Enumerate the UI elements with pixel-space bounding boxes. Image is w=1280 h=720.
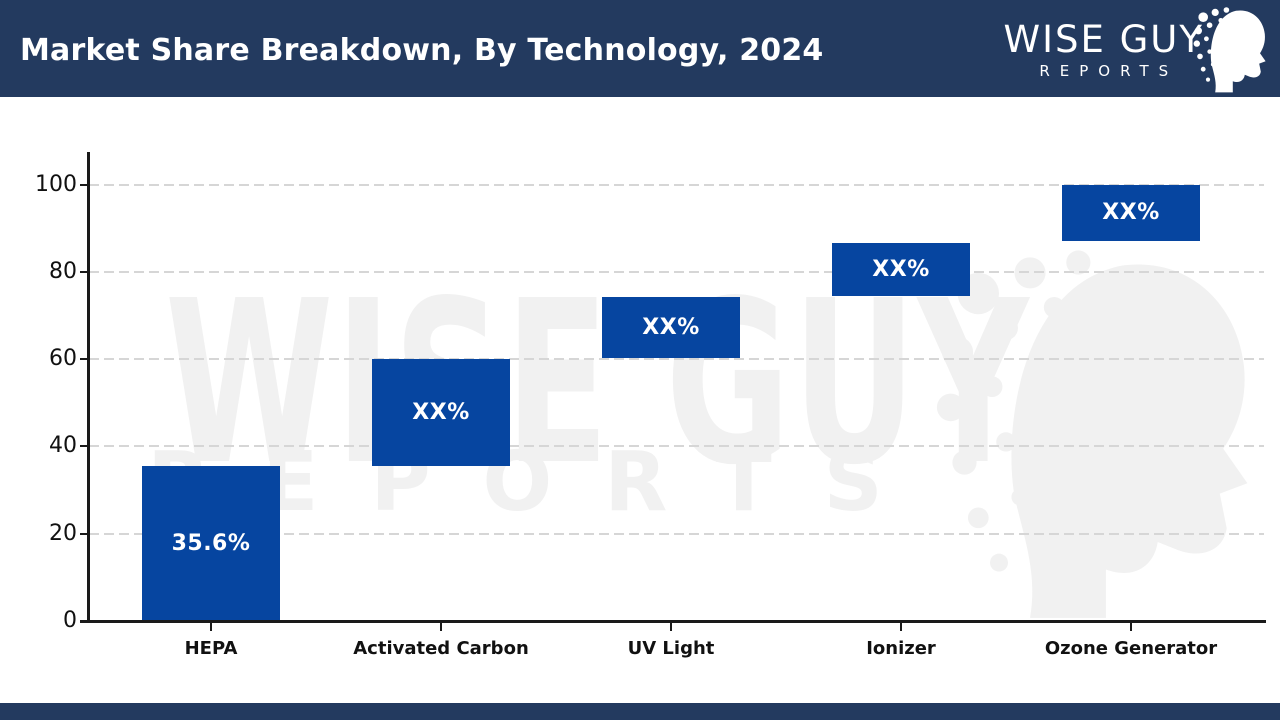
- x-axis-line: [80, 620, 1266, 623]
- header-bar: Market Share Breakdown, By Technology, 2…: [0, 0, 1280, 97]
- y-axis-tick: [80, 358, 89, 361]
- y-axis-tick-label: 40: [49, 433, 77, 459]
- x-axis-label-ionizer: Ionizer: [866, 638, 936, 659]
- y-axis-tick: [80, 620, 89, 622]
- gridline-20: [89, 532, 1264, 535]
- gridline-100: [89, 183, 1264, 186]
- y-axis-spine: [87, 152, 90, 622]
- x-axis-tick: [1130, 623, 1132, 631]
- wiseguy-head-icon: [1193, 7, 1266, 93]
- logo-reports-label: REPORTS: [1039, 61, 1179, 80]
- footer-bar: [0, 703, 1280, 720]
- bar-ionizer: XX%: [832, 243, 970, 296]
- bar-value-label: XX%: [412, 399, 470, 425]
- bar-activated-carbon: XX%: [372, 359, 510, 466]
- bar-value-label: XX%: [1102, 200, 1160, 226]
- bar-uv-light: XX%: [602, 296, 740, 358]
- x-axis-label-ozone-generator: Ozone Generator: [1044, 638, 1218, 659]
- x-axis-label-uv-light: UV Light: [627, 638, 715, 659]
- wiseguy-logo-text: WISE GUY REPORTS: [1003, 17, 1204, 81]
- x-axis-tick: [210, 623, 212, 631]
- page-title: Market Share Breakdown, By Technology, 2…: [20, 33, 824, 68]
- bar-hepa: 35.6%: [142, 465, 280, 621]
- x-axis-label-hepa: HEPA: [184, 638, 238, 659]
- y-axis-tick: [80, 183, 89, 186]
- y-axis-tick-label: 80: [49, 258, 77, 284]
- logo-wiseguy-label: WISE GUY: [1003, 17, 1204, 61]
- x-axis-label-activated-carbon: Activated Carbon: [353, 638, 529, 659]
- y-axis-tick: [80, 445, 89, 448]
- y-axis-tick-label: 100: [35, 171, 77, 197]
- gridline-80: [89, 270, 1264, 273]
- gridline-60: [89, 358, 1264, 361]
- y-axis-tick-label: 20: [49, 520, 77, 546]
- x-axis-tick: [440, 623, 442, 631]
- y-axis-tick-label: 60: [49, 346, 77, 372]
- y-axis-tick: [80, 270, 89, 273]
- x-axis-tick: [900, 623, 902, 631]
- x-axis-tick: [670, 623, 672, 631]
- y-axis-tick: [80, 532, 89, 535]
- bar-value-label: XX%: [872, 257, 930, 283]
- wiseguy-logo: WISE GUY REPORTS: [1004, 6, 1274, 94]
- bar-ozone-generator: XX%: [1062, 184, 1200, 242]
- bar-value-label: XX%: [642, 314, 700, 340]
- bar-value-label: 35.6%: [171, 530, 251, 556]
- y-axis-tick-label: 0: [63, 608, 77, 633]
- gridline-40: [89, 445, 1264, 448]
